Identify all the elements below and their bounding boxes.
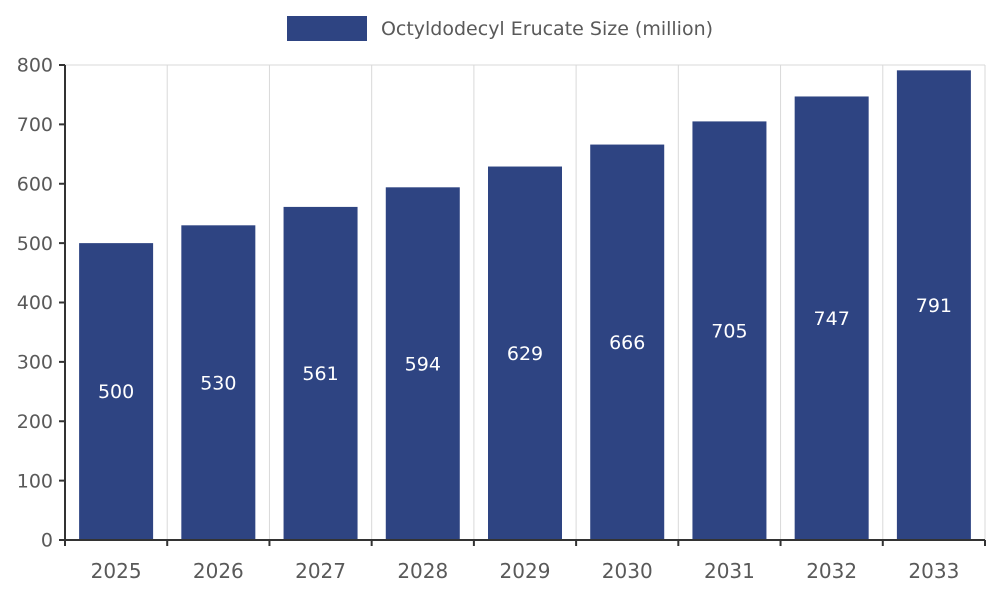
y-tick-label: 500 bbox=[17, 233, 53, 255]
y-tick-label: 100 bbox=[17, 470, 53, 492]
legend-label: Octyldodecyl Erucate Size (million) bbox=[380, 17, 714, 40]
bar bbox=[181, 225, 256, 540]
bar bbox=[896, 70, 971, 540]
x-tick-label: 2026 bbox=[193, 559, 244, 583]
bar-value-label: 530 bbox=[200, 372, 236, 394]
x-tick-label: 2028 bbox=[397, 559, 448, 583]
y-tick-label: 0 bbox=[41, 530, 53, 552]
bar-value-label: 666 bbox=[609, 332, 645, 354]
legend: Octyldodecyl Erucate Size (million) bbox=[0, 16, 1000, 41]
bar-value-label: 705 bbox=[711, 320, 747, 342]
y-tick-label: 300 bbox=[17, 352, 53, 374]
x-tick-label: 2025 bbox=[91, 559, 142, 583]
y-tick-label: 700 bbox=[17, 114, 53, 136]
bar bbox=[488, 166, 562, 540]
bar-value-label: 791 bbox=[916, 295, 952, 317]
bar-value-label: 747 bbox=[814, 308, 850, 330]
bar bbox=[385, 187, 460, 540]
x-tick-label: 2032 bbox=[806, 559, 857, 583]
x-tick-label: 2027 bbox=[295, 559, 346, 583]
bar bbox=[79, 243, 154, 540]
bar bbox=[692, 121, 767, 540]
bar-value-label: 561 bbox=[302, 363, 338, 385]
x-tick-label: 2029 bbox=[500, 559, 551, 583]
bar bbox=[590, 144, 665, 540]
y-tick-label: 200 bbox=[17, 411, 53, 433]
bar bbox=[794, 96, 869, 540]
y-tick-label: 400 bbox=[17, 292, 53, 314]
bar-value-label: 594 bbox=[405, 353, 441, 375]
bar bbox=[283, 206, 358, 540]
x-tick-label: 2033 bbox=[908, 559, 959, 583]
bar-value-label: 500 bbox=[98, 381, 134, 403]
y-tick-label: 600 bbox=[17, 173, 53, 195]
bar-value-label: 629 bbox=[507, 343, 543, 365]
x-tick-label: 2031 bbox=[704, 559, 755, 583]
legend-swatch bbox=[286, 16, 367, 41]
x-tick-label: 2030 bbox=[602, 559, 653, 583]
y-tick-label: 800 bbox=[17, 55, 53, 77]
